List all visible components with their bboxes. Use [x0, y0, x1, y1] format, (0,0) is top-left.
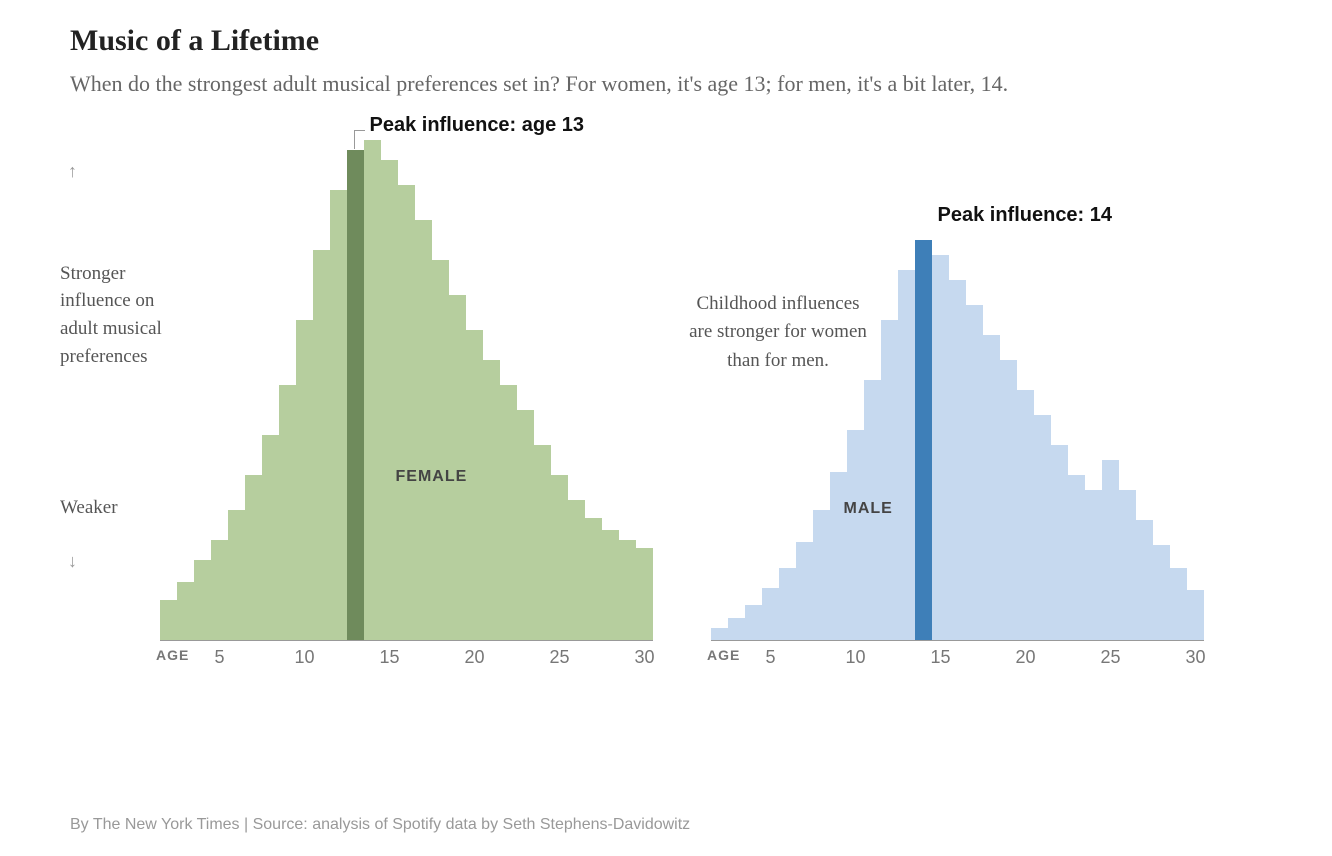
- x-tick: 15: [379, 647, 399, 668]
- bar: [466, 330, 483, 640]
- bar: [330, 190, 347, 640]
- bar: [483, 360, 500, 640]
- bar: [1000, 360, 1017, 640]
- x-tick: 20: [1015, 647, 1035, 668]
- bar: [500, 385, 517, 640]
- down-arrow-icon: ↓: [68, 552, 118, 570]
- credit-line: By The New York Times | Source: analysis…: [70, 816, 690, 834]
- bar: [762, 588, 779, 640]
- bar: [813, 510, 830, 640]
- bar: [347, 150, 364, 640]
- peak-callout-male: Peak influence: 14: [938, 204, 1113, 227]
- bar: [364, 140, 381, 640]
- female-histogram: Peak influence: age 13 FEMALE AGE 510152…: [160, 140, 653, 679]
- chart-row: ↑ Stronger influence on adult musical pr…: [160, 140, 1262, 679]
- x-tick: 30: [1185, 647, 1205, 668]
- chart-subtitle: When do the strongest adult musical pref…: [70, 68, 1050, 100]
- bar: [1170, 568, 1187, 640]
- bar: [847, 430, 864, 640]
- x-tick: 25: [1100, 647, 1120, 668]
- bar: [745, 605, 762, 640]
- bar: [415, 220, 432, 640]
- yaxis-lower-label: Weaker: [60, 494, 118, 522]
- bars-female: [160, 140, 653, 641]
- bar: [313, 250, 330, 640]
- bar: [881, 320, 898, 640]
- x-tick: 5: [765, 647, 775, 668]
- x-tick: 10: [845, 647, 865, 668]
- bar: [517, 410, 534, 640]
- bar: [228, 510, 245, 640]
- bar: [1187, 590, 1204, 640]
- x-axis-title-female: AGE: [156, 647, 189, 663]
- bar: [796, 542, 813, 640]
- x-axis-male: AGE 51015202530: [711, 647, 1204, 679]
- x-tick: 20: [464, 647, 484, 668]
- bar: [160, 600, 177, 640]
- bar: [711, 628, 728, 640]
- bar: [915, 240, 932, 640]
- series-label-male: MALE: [844, 500, 893, 518]
- bar: [279, 385, 296, 640]
- bar: [966, 305, 983, 640]
- x-axis-title-male: AGE: [707, 647, 740, 663]
- bar: [1153, 545, 1170, 640]
- series-label-female: FEMALE: [396, 468, 468, 486]
- bar: [830, 472, 847, 640]
- bar: [619, 540, 636, 640]
- bar: [534, 445, 551, 640]
- bar: [728, 618, 745, 640]
- bar: [211, 540, 228, 640]
- peak-callout-line-female: [354, 130, 365, 149]
- bar: [245, 475, 262, 640]
- bar: [551, 475, 568, 640]
- bar: [779, 568, 796, 640]
- x-axis-female: AGE 51015202530: [160, 647, 653, 679]
- bar: [1102, 460, 1119, 640]
- bar: [898, 270, 915, 640]
- bar: [1119, 490, 1136, 640]
- bar: [585, 518, 602, 640]
- bar: [194, 560, 211, 640]
- x-tick: 5: [214, 647, 224, 668]
- peak-callout-female: Peak influence: age 13: [370, 114, 585, 137]
- bar: [177, 582, 194, 640]
- bar: [1051, 445, 1068, 640]
- bar: [932, 255, 949, 640]
- bar: [636, 548, 653, 640]
- x-tick: 30: [634, 647, 654, 668]
- bar: [432, 260, 449, 640]
- x-tick: 10: [294, 647, 314, 668]
- bar: [983, 335, 1000, 640]
- x-tick: 25: [549, 647, 569, 668]
- bar: [1017, 390, 1034, 640]
- male-histogram: Peak influence: 14 MALE AGE 51015202530: [711, 140, 1204, 679]
- figure-root: Music of a Lifetime When do the stronges…: [0, 0, 1332, 856]
- bar: [296, 320, 313, 640]
- bar: [1136, 520, 1153, 640]
- bar: [1068, 475, 1085, 640]
- bar: [1034, 415, 1051, 640]
- bar: [949, 280, 966, 640]
- bar: [381, 160, 398, 640]
- chart-title: Music of a Lifetime: [70, 24, 1262, 58]
- bar: [262, 435, 279, 640]
- x-tick: 15: [930, 647, 950, 668]
- bar: [1085, 490, 1102, 640]
- bar: [602, 530, 619, 640]
- bar: [568, 500, 585, 640]
- bar: [398, 185, 415, 640]
